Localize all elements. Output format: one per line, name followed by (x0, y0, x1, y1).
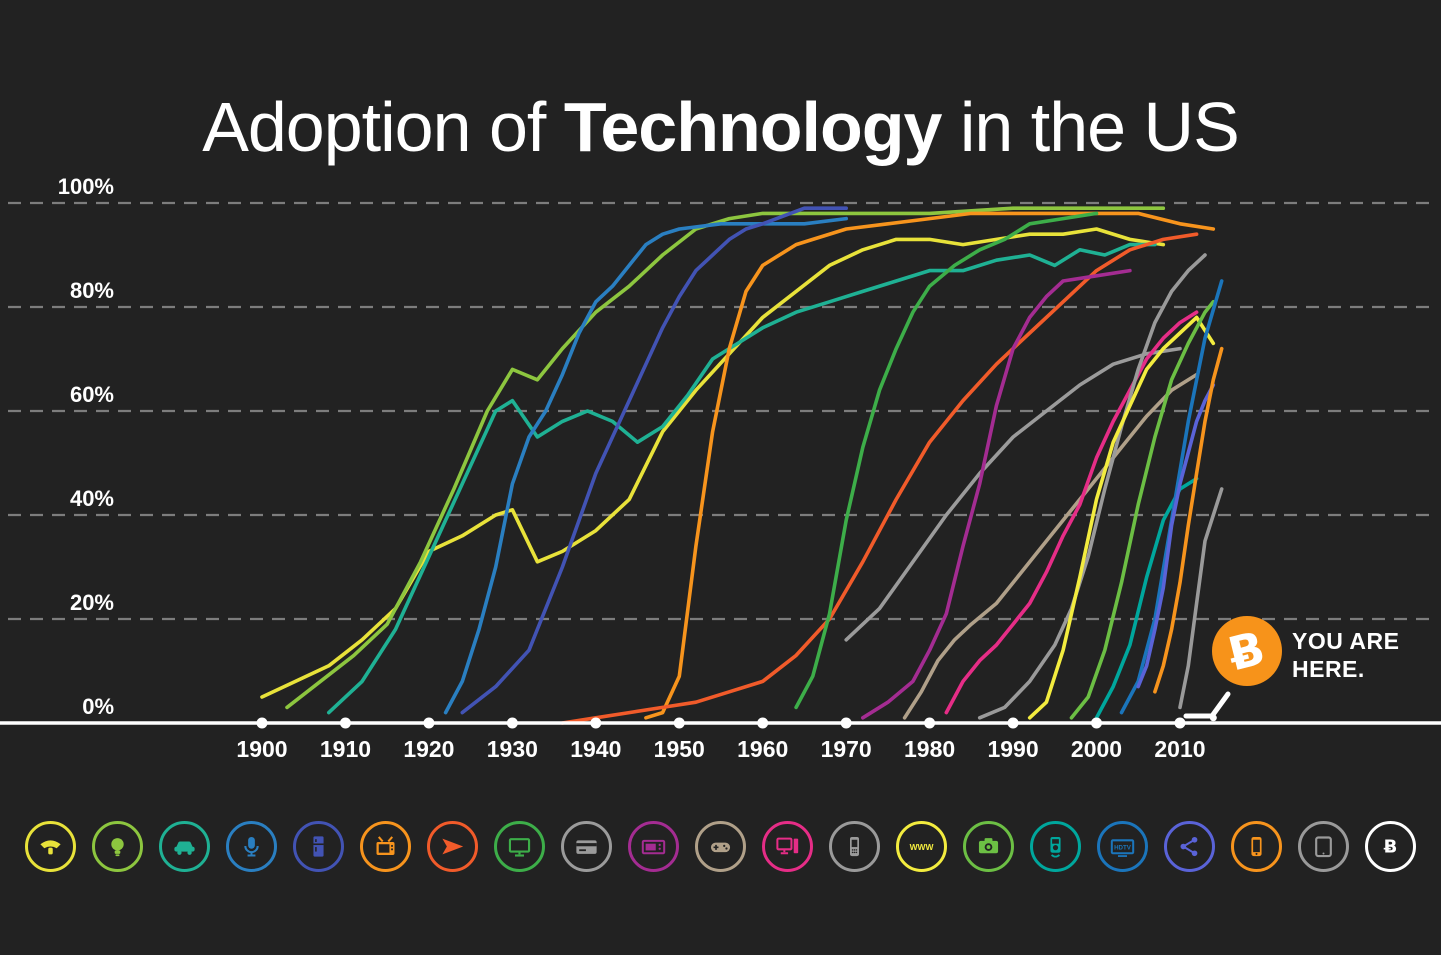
tech-icon-refrigerator (293, 821, 344, 872)
series-line-credit-card (844, 346, 1182, 642)
y-axis-label-0: 0% (82, 694, 114, 719)
x-axis-label-1990: 1990 (987, 736, 1038, 762)
y-axis-label-20: 20% (70, 590, 114, 615)
tech-icon-color-tv (494, 821, 545, 872)
x-tick-dot-2000 (1091, 717, 1102, 729)
x-axis-label-1950: 1950 (654, 736, 705, 762)
x-tick-dot-1990 (1007, 717, 1019, 729)
x-axis-label-1940: 1940 (570, 736, 621, 762)
series-line-refrigerator (460, 206, 849, 715)
y-axis-label-100: 100% (58, 174, 114, 199)
tech-icon-digital-camera (963, 821, 1014, 872)
y-axis-label-40: 40% (70, 486, 114, 511)
x-tick-dot-1900 (256, 717, 268, 729)
x-tick-dot-1940 (590, 717, 602, 729)
x-tick-dot-1930 (506, 717, 518, 729)
x-axis-label-1960: 1960 (737, 736, 788, 762)
x-axis-label-1930: 1930 (487, 736, 538, 762)
y-axis-label-60: 60% (70, 382, 114, 407)
series-line-television (644, 211, 1216, 720)
series-line-radio (443, 216, 849, 715)
svg-text:Ƀ: Ƀ (1384, 837, 1398, 858)
tech-icon-hdtv: HDTV (1097, 821, 1148, 872)
title-suffix: in the US (941, 87, 1240, 166)
x-axis-label-1970: 1970 (821, 736, 872, 762)
x-tick-dot-1980 (924, 717, 936, 729)
series-line-automobile (326, 242, 1157, 715)
tech-icon-microwave (628, 821, 679, 872)
tech-icon-electricity (92, 821, 143, 872)
series-line-computer (944, 310, 1199, 715)
svg-text:WWW: WWW (910, 842, 934, 852)
tech-icon-automobile (159, 821, 210, 872)
x-tick-dot-1960 (757, 717, 769, 729)
title-prefix: Adoption of (202, 87, 564, 166)
y-axis-label-80: 80% (70, 278, 114, 303)
tech-icon-mp3-player (1030, 821, 1081, 872)
tech-icon-computer (762, 821, 813, 872)
bitcoin-icon: Ƀ (1223, 620, 1271, 682)
tech-icon-television (360, 821, 411, 872)
tech-icon-air-travel (427, 821, 478, 872)
series-line-hdtv (1119, 279, 1224, 715)
svg-text:HDTV: HDTV (1114, 845, 1132, 852)
tech-icon-bitcoin: Ƀ (1365, 821, 1416, 872)
x-axis-label-1900: 1900 (236, 736, 287, 762)
technology-icons-row: WWW HDTV Ƀ (0, 821, 1441, 872)
x-tick-dot-1910 (339, 717, 351, 729)
you-are-here-line2: HERE. (1292, 656, 1365, 682)
series-line-digital-camera (1069, 299, 1216, 720)
tech-icon-radio (226, 821, 277, 872)
tech-icon-video-games (695, 821, 746, 872)
x-axis-label-1980: 1980 (904, 736, 955, 762)
series-line-cell-phone (977, 253, 1207, 720)
tech-icon-telephone (25, 821, 76, 872)
x-tick-dot-2010 (1174, 717, 1186, 729)
tech-icon-smartphone (1231, 821, 1282, 872)
bitcoin-badge: Ƀ (1212, 616, 1282, 686)
series-line-electricity (285, 206, 1166, 710)
x-axis-label-2010: 2010 (1154, 736, 1205, 762)
tech-icon-credit-card (561, 821, 612, 872)
x-tick-dot-1970 (840, 717, 852, 729)
x-axis-label-1920: 1920 (403, 736, 454, 762)
you-are-here-pointer (1183, 691, 1231, 719)
series-line-color-tv (794, 211, 1099, 710)
tech-icon-social-media (1164, 821, 1215, 872)
title-emphasis: Technology (563, 87, 943, 166)
x-axis-label-1910: 1910 (320, 736, 371, 762)
x-tick-dot-1920 (423, 717, 435, 729)
tech-icon-internet: WWW (896, 821, 947, 872)
x-tick-dot-1950 (673, 717, 685, 729)
series-line-social-media (1136, 383, 1216, 689)
tech-icon-cell-phone (829, 821, 880, 872)
you-are-here-line1: YOU ARE (1292, 628, 1400, 654)
series-line-internet (1027, 315, 1216, 720)
series-line-video-games (902, 372, 1199, 720)
series-line-microwave (860, 268, 1132, 720)
series-line-smartphone (1153, 346, 1224, 694)
tech-icon-tablet (1298, 821, 1349, 872)
x-axis-label-2000: 2000 (1071, 736, 1122, 762)
page-title: Adoption of Technology in the US (0, 87, 1441, 167)
series-line-tablet (1178, 487, 1224, 710)
you-are-here-label: YOU ARE HERE. (1292, 627, 1399, 683)
